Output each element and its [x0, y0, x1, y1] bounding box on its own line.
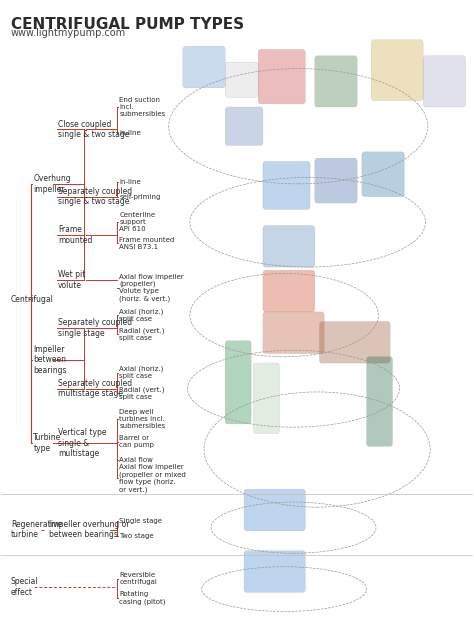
Text: Centerline
support
API 610: Centerline support API 610: [119, 212, 155, 232]
Text: Axial flow impeller
(propeller)
Volute type
(horiz. & vert.): Axial flow impeller (propeller) Volute t…: [119, 273, 184, 302]
Text: Centrifugal: Centrifugal: [11, 294, 54, 303]
Text: Frame mounted
ANSI B73.1: Frame mounted ANSI B73.1: [119, 237, 174, 250]
Text: Separately coupled
single stage: Separately coupled single stage: [58, 318, 132, 338]
FancyBboxPatch shape: [263, 312, 324, 354]
Text: Impeller
between
bearings: Impeller between bearings: [34, 345, 67, 375]
Text: End suction
incl.
submersibles: End suction incl. submersibles: [119, 97, 165, 117]
Text: Barrel or
can pump: Barrel or can pump: [119, 435, 154, 448]
Text: Axial flow: Axial flow: [119, 457, 153, 463]
Text: Vertical type
single &
multistage: Vertical type single & multistage: [58, 428, 107, 458]
FancyBboxPatch shape: [315, 158, 357, 203]
Text: Wet pit
volute: Wet pit volute: [58, 270, 85, 289]
Text: Axial (horiz.)
split case: Axial (horiz.) split case: [119, 309, 164, 322]
FancyBboxPatch shape: [319, 322, 390, 363]
Text: Axial flow impeller
(propeller or mixed
flow type (horiz.
or vert.): Axial flow impeller (propeller or mixed …: [119, 464, 186, 493]
FancyBboxPatch shape: [183, 46, 225, 88]
Text: Radial (vert.)
split case: Radial (vert.) split case: [119, 386, 164, 400]
Text: Two stage: Two stage: [119, 533, 154, 539]
FancyBboxPatch shape: [366, 357, 392, 446]
FancyBboxPatch shape: [244, 550, 305, 592]
FancyBboxPatch shape: [263, 270, 315, 312]
Text: Axial (horiz.)
split case: Axial (horiz.) split case: [119, 366, 164, 379]
Text: self-priming: self-priming: [119, 194, 161, 200]
Text: Frame
mounted: Frame mounted: [58, 225, 92, 245]
Text: Rotating
casing (pitot): Rotating casing (pitot): [119, 592, 166, 605]
FancyBboxPatch shape: [423, 56, 465, 107]
Text: Deep well
turbines incl.
submersibles: Deep well turbines incl. submersibles: [119, 409, 165, 429]
FancyBboxPatch shape: [263, 161, 310, 210]
Text: CENTRIFUGAL PUMP TYPES: CENTRIFUGAL PUMP TYPES: [11, 17, 244, 32]
Text: Single stage: Single stage: [119, 518, 162, 524]
FancyBboxPatch shape: [254, 363, 279, 433]
FancyBboxPatch shape: [263, 226, 315, 267]
FancyBboxPatch shape: [315, 56, 357, 107]
Text: Special
effect: Special effect: [11, 577, 38, 597]
Text: Radial (vert.)
split case: Radial (vert.) split case: [119, 327, 164, 341]
FancyBboxPatch shape: [258, 50, 305, 104]
FancyBboxPatch shape: [371, 40, 423, 100]
Text: Close coupled
single & two stage: Close coupled single & two stage: [58, 120, 129, 139]
Text: in-line: in-line: [119, 130, 141, 136]
Text: Overhung
impeller: Overhung impeller: [34, 174, 71, 194]
Text: Impeller overhung or
between bearings: Impeller overhung or between bearings: [48, 520, 129, 539]
Text: Turbine
type: Turbine type: [34, 433, 62, 453]
FancyBboxPatch shape: [225, 341, 251, 424]
FancyBboxPatch shape: [225, 62, 258, 98]
Text: Separately coupled
single & two stage: Separately coupled single & two stage: [58, 187, 132, 206]
Text: www.lightmypump.com: www.lightmypump.com: [11, 28, 126, 39]
FancyBboxPatch shape: [225, 107, 263, 145]
Text: Reversible
centrifugal: Reversible centrifugal: [119, 572, 157, 585]
FancyBboxPatch shape: [362, 152, 404, 197]
Text: Separately coupled
multistage stage: Separately coupled multistage stage: [58, 379, 132, 399]
Text: in-line: in-line: [119, 179, 141, 185]
Text: Regenerative
turbine: Regenerative turbine: [11, 520, 62, 539]
FancyBboxPatch shape: [244, 489, 305, 531]
